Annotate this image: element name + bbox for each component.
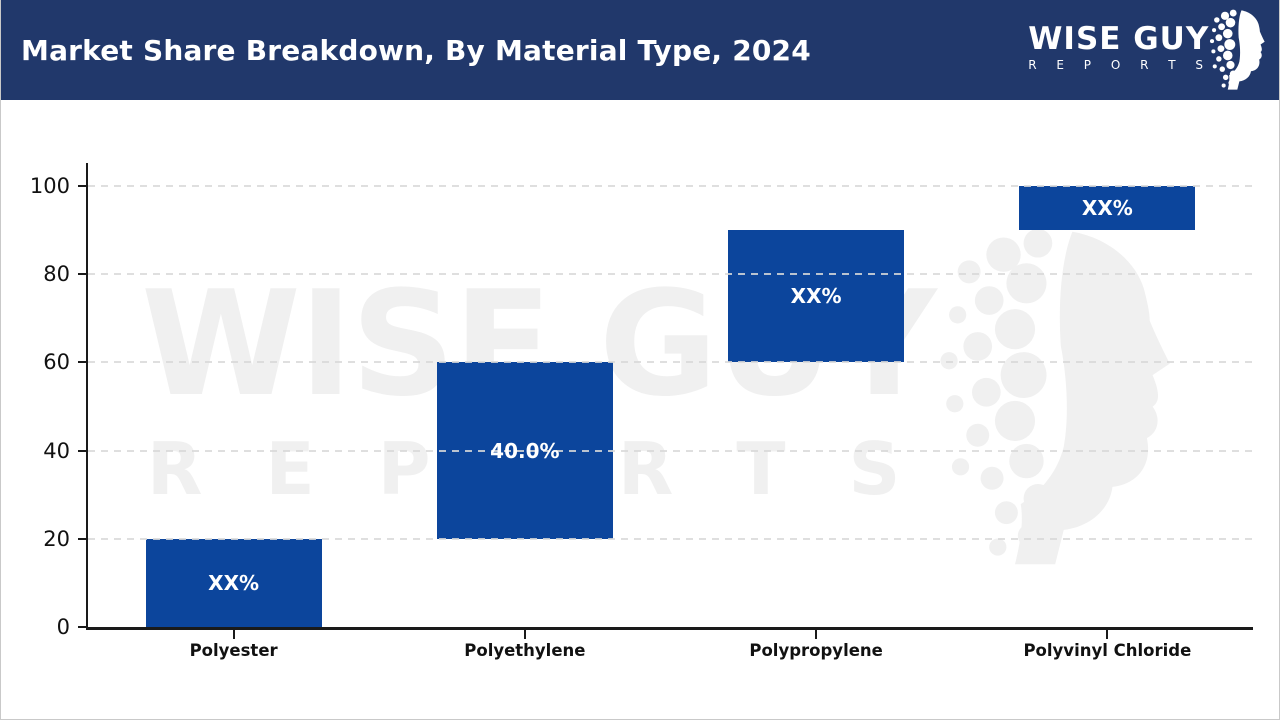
wiseguy-logo: WISE GUY R E P O R T S	[1028, 9, 1279, 91]
gridline	[88, 361, 1253, 364]
header-bar: Market Share Breakdown, By Material Type…	[1, 0, 1279, 100]
x-tick	[232, 630, 235, 639]
y-tick	[78, 185, 86, 187]
bar-value-label: XX%	[1081, 196, 1133, 221]
y-tick	[78, 449, 86, 452]
bar-polypropylene	[728, 230, 905, 363]
x-category-label: Polyester	[189, 641, 278, 660]
plot-area: 0 20 40 60 80 100 XX% Polyester 40.0% Polyethylen…	[30, 163, 1253, 660]
dotted-head-icon	[1207, 9, 1269, 91]
y-tick	[78, 361, 86, 364]
bar-value-label: XX%	[790, 284, 842, 309]
x-category-label: Polyethylene	[464, 641, 586, 660]
y-tick-label: 0	[56, 615, 70, 639]
x-tick	[815, 630, 818, 639]
y-tick	[78, 273, 86, 276]
x-category-label: Polyvinyl Chloride	[1023, 641, 1192, 660]
y-tick	[78, 537, 86, 540]
bar-value-label: XX%	[208, 570, 260, 595]
bar-polyvinyl-chloride	[1019, 186, 1196, 231]
bar-polyester	[145, 538, 322, 627]
logo-text: WISE GUY R E P O R T S	[1028, 21, 1211, 73]
logo-wordmark: WISE GUY	[1028, 21, 1210, 57]
y-tick-label: 100	[29, 174, 70, 198]
x-tick	[1106, 630, 1109, 639]
logo-subtitle: R E P O R T S	[1028, 58, 1211, 72]
y-tick	[78, 626, 86, 628]
gridline	[88, 273, 1253, 276]
gridline	[88, 449, 1253, 452]
x-category-label: Polypropylene	[749, 641, 883, 660]
x-tick	[523, 630, 526, 639]
gridline	[88, 537, 1253, 540]
y-tick-label: 80	[43, 262, 70, 287]
y-tick-label: 40	[43, 438, 70, 463]
y-tick-label: 60	[43, 350, 70, 375]
page-title: Market Share Breakdown, By Material Type…	[21, 33, 811, 67]
gridline	[88, 185, 1253, 187]
chart-area: WISE GUY R E P O R T S 020406080100XX%Po…	[1, 100, 1279, 719]
y-tick-label: 20	[43, 526, 70, 551]
bar-value-label: 40.0%	[490, 438, 560, 463]
